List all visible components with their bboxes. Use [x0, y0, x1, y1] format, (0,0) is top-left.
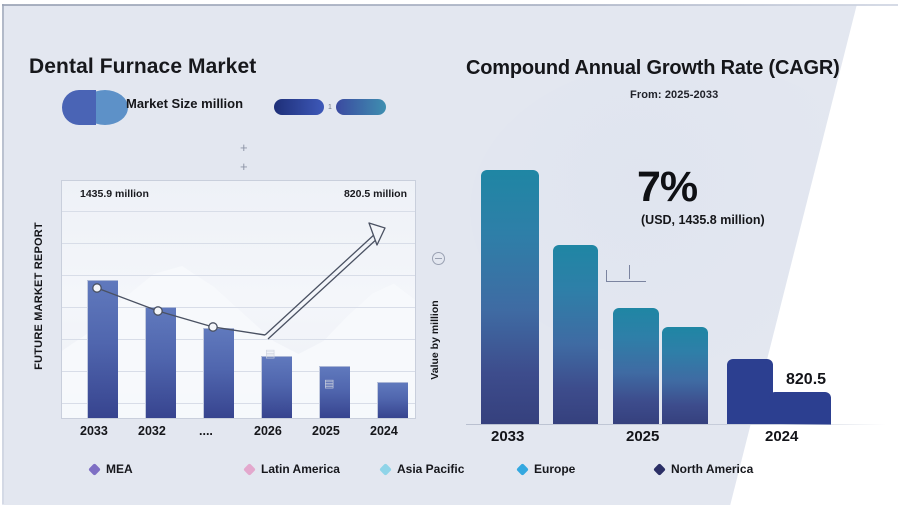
x-label-2032: 2032: [138, 424, 166, 438]
plus-marker-1: +: [240, 140, 248, 155]
gridline: [62, 275, 415, 276]
gradient-pill-primary: [274, 99, 324, 115]
legend-dot-icon: [88, 462, 101, 476]
legend-label: Latin America: [261, 462, 340, 476]
gridline: [62, 211, 415, 212]
gridline: [62, 339, 415, 340]
gridline: [62, 403, 415, 404]
x-label-2033: 2033: [80, 424, 108, 438]
right-chart-x-axis: 2033 2025 2024: [466, 428, 886, 450]
left-chart-x-axis: 2033 2032 .... 2026 2025 2024: [61, 424, 416, 444]
legend-item-asia-pacific[interactable]: Asia Pacific: [379, 462, 465, 476]
gridline: [62, 371, 415, 372]
bar-2033[interactable]: [87, 280, 118, 418]
legend-dot-icon: [243, 462, 256, 476]
right-bar-chart: [466, 150, 886, 425]
right-chart-baseline: [466, 424, 886, 425]
bar-2033-secondary[interactable]: [553, 245, 598, 425]
page-title: Dental Furnace Market: [29, 55, 257, 78]
x-label-2026: 2026: [254, 424, 282, 438]
left-border-line: [2, 4, 4, 504]
legend-label: Europe: [534, 462, 576, 476]
bar-2024-primary[interactable]: [727, 359, 773, 425]
bar-2026[interactable]: [261, 356, 292, 418]
chart-label-max: 1435.9 million: [80, 188, 149, 200]
ghost-icon-2: ▤: [324, 378, 335, 390]
legend-item-latin-america[interactable]: Latin America: [243, 462, 340, 476]
legend-label: North America: [671, 462, 754, 476]
legend-dot-icon: [379, 462, 392, 476]
x-label-2024: 2024: [370, 424, 398, 438]
r-x-label-2025: 2025: [626, 428, 660, 445]
bar-2024[interactable]: [377, 382, 408, 418]
left-bar-chart: 1435.9 million 820.5 million ▤ ▤: [61, 180, 416, 419]
right-axis-title: Value by million: [429, 300, 441, 380]
x-label-2025: 2025: [312, 424, 340, 438]
chart-label-min: 820.5 million: [343, 188, 407, 200]
left-axis-title: FUTURE MARKET REPORT: [33, 222, 45, 370]
top-border-line: [2, 4, 898, 6]
connector-bracket-tick: [629, 265, 630, 279]
legend: MEA Latin America Asia Pacific Europe No…: [0, 462, 900, 488]
bar-dots[interactable]: [203, 328, 234, 418]
market-size-label: Market Size million: [126, 96, 244, 111]
cagr-value: 7%: [637, 163, 698, 211]
pill-separator-label: 1: [328, 103, 332, 111]
x-label-dots: ....: [199, 424, 213, 438]
legend-item-mea[interactable]: MEA: [88, 462, 133, 476]
bar-2024-secondary[interactable]: [769, 392, 831, 425]
cagr-title: Compound Annual Growth Rate (CAGR): [466, 57, 840, 79]
bar-2025-primary[interactable]: [613, 308, 659, 425]
legend-item-north-america[interactable]: North America: [653, 462, 754, 476]
r-x-label-2024: 2024: [765, 428, 799, 445]
ghost-icon-1: ▤: [265, 348, 276, 360]
bar-2025[interactable]: [319, 366, 350, 418]
legend-dot-icon: [653, 462, 666, 476]
circle-minus-icon: [432, 252, 445, 265]
gradient-pill-secondary: [335, 99, 386, 115]
r-x-label-2033: 2033: [491, 428, 525, 445]
legend-pill-row: 1: [274, 99, 386, 115]
bar-2033-primary[interactable]: [481, 170, 539, 425]
cagr-subtitle: From: 2025-2033: [630, 89, 719, 101]
connector-bracket: [606, 270, 646, 282]
plus-marker-2: +: [240, 159, 248, 174]
value-label-2024: 820.5: [786, 371, 827, 388]
legend-item-europe[interactable]: Europe: [516, 462, 576, 476]
gridline: [62, 243, 415, 244]
cagr-value-subtext: (USD, 1435.8 million): [641, 213, 765, 227]
bar-2025-secondary[interactable]: [662, 327, 708, 425]
legend-dot-icon: [516, 462, 529, 476]
legend-label: MEA: [106, 462, 133, 476]
bar-2032[interactable]: [145, 307, 176, 418]
future-market-report-logo-icon: [62, 90, 128, 125]
legend-label: Asia Pacific: [397, 462, 465, 476]
